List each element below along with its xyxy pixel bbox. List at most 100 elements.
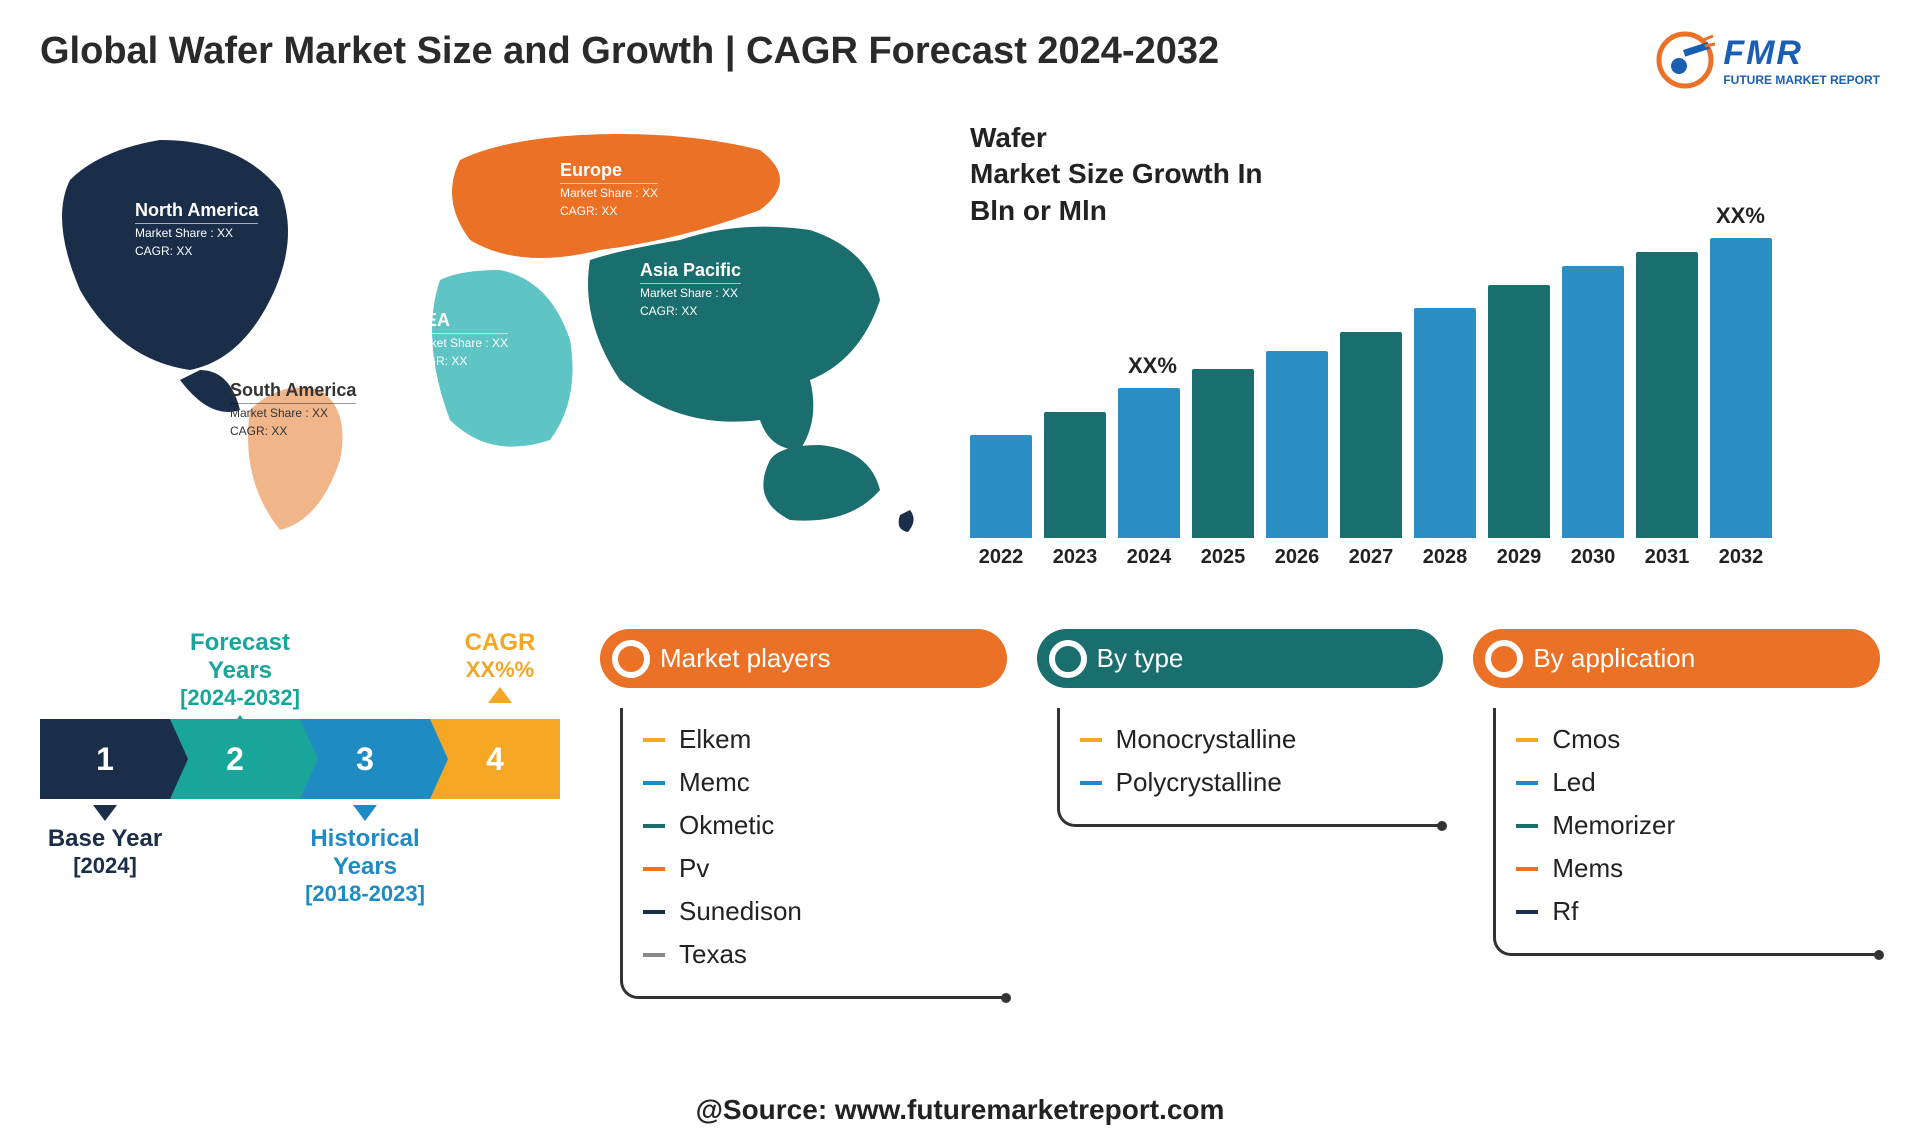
list-item: Okmetic (623, 804, 1007, 847)
region-ap: Asia Pacific Market Share : XX CAGR: XX (640, 260, 741, 318)
list-item: Polycrystalline (1060, 761, 1444, 804)
timeline-seg-4: 4 (430, 719, 560, 799)
category-col: By applicationCmosLedMemorizerMemsRf (1473, 629, 1880, 999)
bar-col-2029: 2029 (1488, 285, 1550, 569)
logo-brand: FMR (1723, 34, 1880, 73)
bar-year: 2032 (1719, 546, 1764, 569)
item-label: Cmos (1552, 724, 1620, 755)
list-item: Monocrystalline (1060, 718, 1444, 761)
page-title: Global Wafer Market Size and Growth | CA… (40, 30, 1219, 73)
bar-col-2031: 2031 (1636, 252, 1698, 569)
world-map: North America Market Share : XX CAGR: XX… (40, 120, 940, 540)
item-label: Okmetic (679, 810, 774, 841)
item-label: Elkem (679, 724, 751, 755)
region-name: Europe (560, 160, 658, 181)
bar (1562, 266, 1624, 538)
region-name: MEA (410, 310, 508, 331)
item-label: Memorizer (1552, 810, 1675, 841)
base-label: Base Year (40, 825, 170, 853)
list-item: Mems (1496, 847, 1880, 890)
bar-year: 2025 (1201, 546, 1246, 569)
bar-year: 2030 (1571, 546, 1616, 569)
bar-col-2022: 2022 (970, 435, 1032, 569)
tick-icon (1516, 867, 1538, 871)
bar (1710, 238, 1772, 538)
tick-icon (643, 738, 665, 742)
bar (1340, 332, 1402, 538)
item-label: Mems (1552, 853, 1623, 884)
hist-range: [2018-2023] (300, 881, 430, 907)
region-cagr: CAGR: XX (560, 202, 658, 218)
item-label: Memc (679, 767, 750, 798)
bar-chart: Wafer Market Size Growth In Bln or Mln X… (970, 120, 1880, 569)
timeline-seg-2: 2 (170, 719, 300, 799)
bar (1414, 308, 1476, 538)
logo: FMR FUTURE MARKET REPORT (1655, 30, 1880, 90)
item-label: Pv (679, 853, 709, 884)
bar-year: 2024 (1127, 546, 1172, 569)
region-cagr: CAGR: XX (135, 242, 258, 258)
categories: Market players Elkem Memc Okmetic Pv Sunediso… (600, 629, 1880, 999)
tick-icon (1516, 910, 1538, 914)
header: Global Wafer Market Size and Growth | CA… (40, 30, 1880, 90)
region-cagr: CAGR: XX (640, 302, 741, 318)
bar-col-2023: 2023 (1044, 412, 1106, 570)
category-col: By typeMonocrystallinePolycrystalline (1037, 629, 1444, 999)
bar-col-2026: 2026 (1266, 351, 1328, 570)
bar-year: 2026 (1275, 546, 1320, 569)
tick-icon (1516, 738, 1538, 742)
source-text: @Source: www.futuremarketreport.com (696, 1094, 1225, 1126)
cagr-label: CAGR (440, 629, 560, 657)
bar-col-2032: 2032 (1710, 238, 1772, 569)
logo-subtitle: FUTURE MARKET REPORT (1723, 73, 1880, 87)
bar (970, 435, 1032, 538)
tick-icon (1516, 824, 1538, 828)
category-list: Elkem Memc Okmetic Pv Sunedison Texas (620, 708, 1007, 999)
bar (1266, 351, 1328, 539)
bar (1044, 412, 1106, 539)
timeline-seg-3: 3 (300, 719, 430, 799)
tick-icon (643, 781, 665, 785)
chart-annot-end: XX% (1716, 203, 1765, 229)
category-header: Market players (600, 629, 1007, 688)
hist-label: Historical Years (300, 825, 430, 881)
item-label: Polycrystalline (1116, 767, 1282, 798)
bar-year: 2031 (1645, 546, 1690, 569)
base-range: [2024] (40, 853, 170, 879)
region-share: Market Share : XX (560, 183, 658, 200)
list-item: Elkem (623, 718, 1007, 761)
item-label: Rf (1552, 896, 1578, 927)
item-label: Sunedison (679, 896, 802, 927)
forecast-label: Forecast Years (160, 629, 320, 685)
bar-year: 2029 (1497, 546, 1542, 569)
bar (1488, 285, 1550, 538)
region-sa: South America Market Share : XX CAGR: XX (230, 380, 356, 438)
bar-col-2028: 2028 (1414, 308, 1476, 569)
region-name: North America (135, 200, 258, 221)
region-share: Market Share : XX (640, 283, 741, 300)
list-item: Memorizer (1496, 804, 1880, 847)
region-name: South America (230, 380, 356, 401)
region-cagr: CAGR: XX (410, 352, 508, 368)
item-label: Monocrystalline (1116, 724, 1297, 755)
category-col: Market players Elkem Memc Okmetic Pv Sunediso… (600, 629, 1007, 999)
list-item: Cmos (1496, 718, 1880, 761)
item-label: Texas (679, 939, 747, 970)
list-item: Rf (1496, 890, 1880, 933)
bar-year: 2022 (979, 546, 1024, 569)
region-share: Market Share : XX (230, 403, 356, 420)
bar-col-2030: 2030 (1562, 266, 1624, 569)
chart-title-l2: Market Size Growth In (970, 156, 1880, 192)
region-mea: MEA Market Share : XX CAGR: XX (410, 310, 508, 368)
timeline-seg-1: 1 (40, 719, 170, 799)
tick-icon (643, 910, 665, 914)
chart-annot-start: XX% (1128, 353, 1177, 379)
chart-title-l1: Wafer (970, 120, 1880, 156)
item-label: Led (1552, 767, 1595, 798)
timeline: Forecast Years [2024-2032] CAGR XX%% 123… (40, 629, 560, 907)
bar-year: 2023 (1053, 546, 1098, 569)
bar (1118, 388, 1180, 538)
tick-icon (643, 953, 665, 957)
region-na: North America Market Share : XX CAGR: XX (135, 200, 258, 258)
tick-icon (1516, 781, 1538, 785)
